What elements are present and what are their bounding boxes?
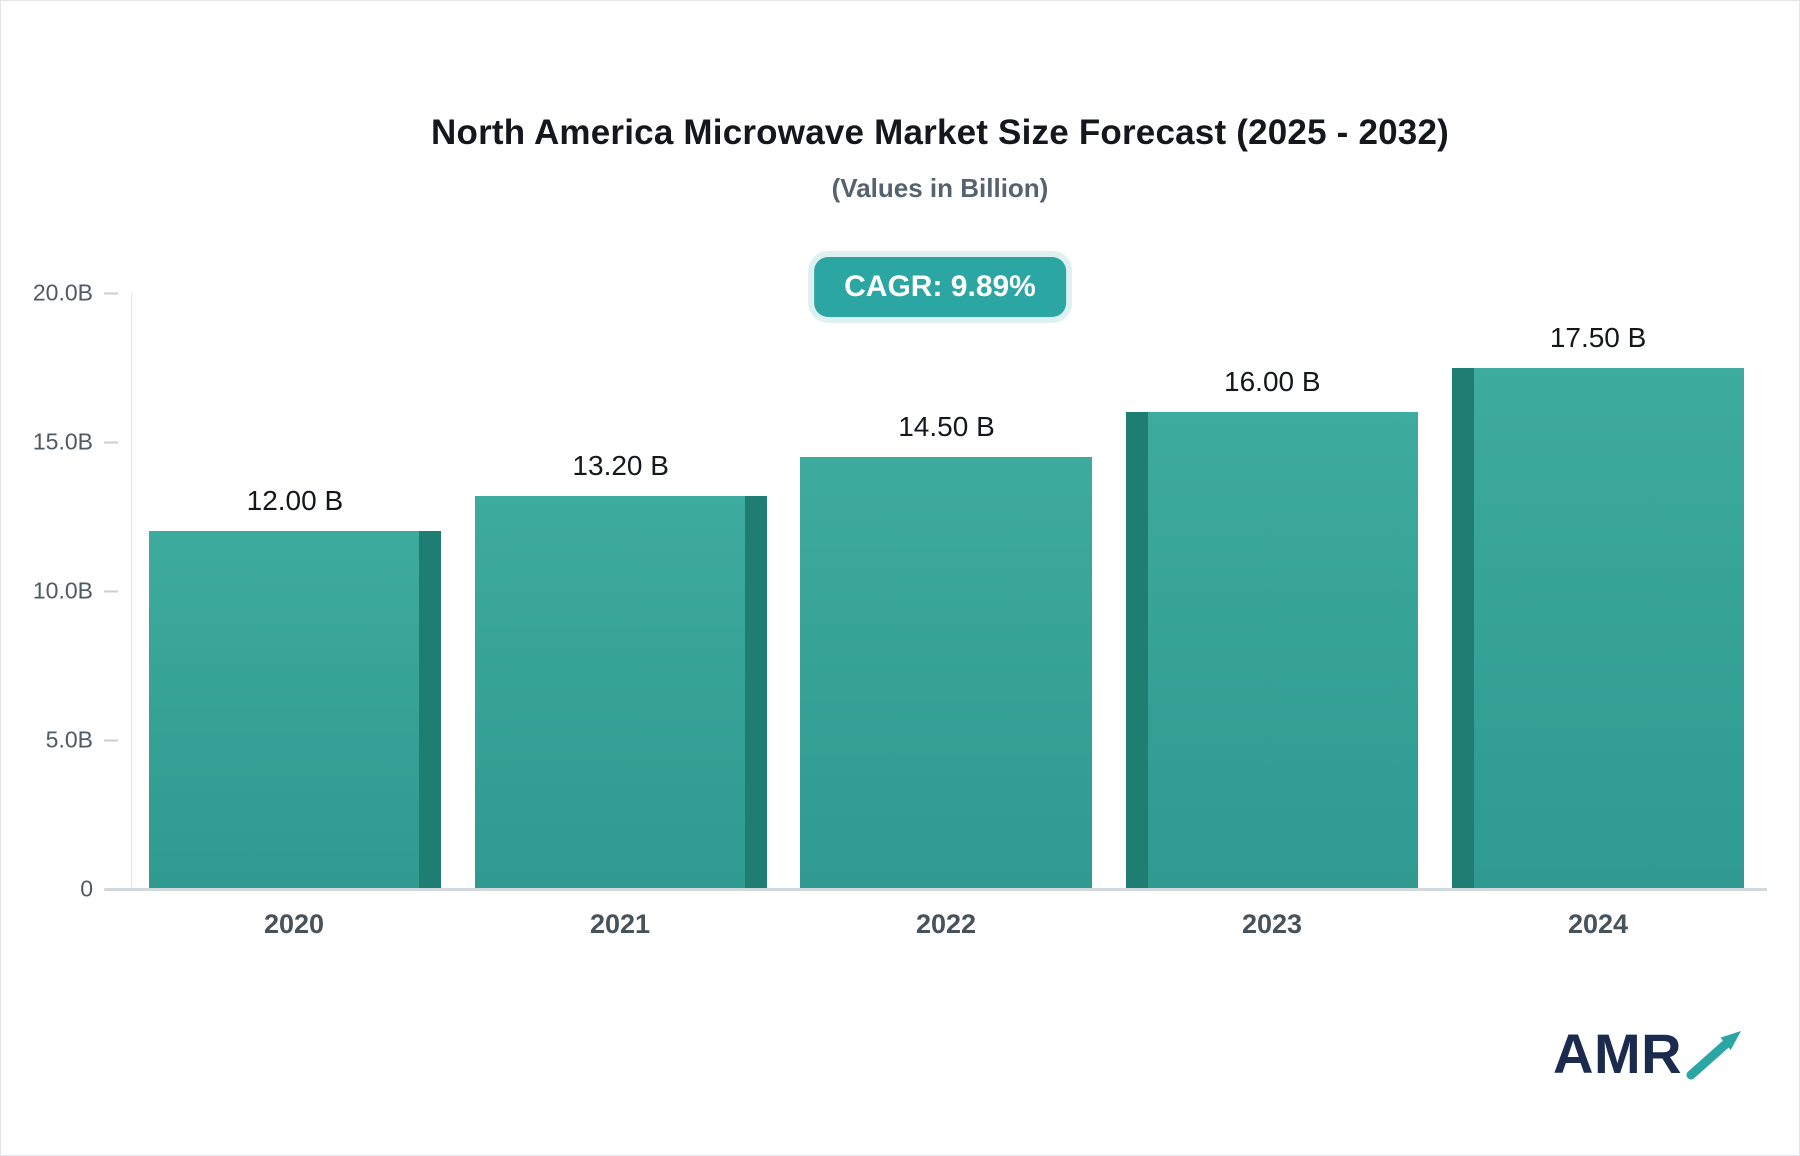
bar-slot-2020: 12.00 B [132,293,458,889]
bar-slot-2021: 13.20 B [458,293,784,889]
y-tick-mark [104,739,118,741]
bar-2020[interactable] [148,531,441,889]
bar-slot-2024: 17.50 B [1435,293,1761,889]
bar-3d-edge [418,531,441,889]
y-tick-label: 10.0B [32,577,93,604]
bar-2024[interactable] [1452,367,1745,889]
cagr-badge: CAGR: 9.89% [814,257,1066,317]
y-axis: 20.0B 15.0B 10.0B 5.0B 0 [1,280,131,902]
amr-logo-text: AMR [1553,1022,1683,1085]
growth-arrow-icon [1686,1031,1741,1080]
y-tick-mark [104,590,118,592]
bar-3d-edge [1126,412,1149,889]
cagr-badge-label: CAGR: 9.89% [844,270,1036,303]
y-tick-mark [104,441,118,443]
x-axis-label-2022: 2022 [915,909,977,939]
y-tick-mark [104,292,118,294]
x-axis-labels: 2020 2021 2022 2023 2024 [131,909,1761,940]
x-axis-label-2024: 2024 [1567,909,1629,939]
bars-container: 12.00 B 13.20 B 14.50 B 16.00 B 17.50 B [132,293,1761,889]
x-axis-label-2020: 2020 [263,909,325,939]
x-axis-label-2021: 2021 [589,909,651,939]
y-tick-20.0B: 20.0B [1,280,131,307]
bar-slot-2022: 14.50 B [784,293,1110,889]
bar-3d-edge [1452,367,1475,889]
bar-value-label-2022: 14.50 B [898,410,995,442]
x-axis-label-2023: 2023 [1241,909,1303,939]
y-tick-label: 15.0B [32,428,93,455]
plot-area: 12.00 B 13.20 B 14.50 B 16.00 B 17.50 B [106,293,1767,891]
y-tick-10.0B: 10.0B [1,578,131,605]
bar-2023[interactable] [1126,412,1419,889]
y-tick-5.0B: 5.0B [1,727,131,754]
x-axis-baseline [106,888,1767,891]
bar-2021[interactable] [474,495,767,889]
bar-value-label-2024: 17.50 B [1549,321,1647,353]
y-tick-label: 5.0B [45,726,93,753]
bar-value-label-2020: 12.00 B [246,485,344,517]
bar-3d-edge [744,495,767,889]
bar-value-label-2023: 16.00 B [1224,366,1321,398]
y-tick-15.0B: 15.0B [1,429,131,456]
bar-2022[interactable] [800,456,1093,889]
y-tick-label: 0 [80,875,93,902]
chart-subtitle: (Values in Billion) [831,173,1049,203]
bar-value-label-2021: 13.20 B [572,449,669,481]
chart-title: North America Microwave Market Size Fore… [431,113,1449,152]
bar-slot-2023: 16.00 B [1109,293,1435,889]
amr-logo: AMR [1553,1021,1741,1091]
y-tick-label: 20.0B [32,279,93,306]
